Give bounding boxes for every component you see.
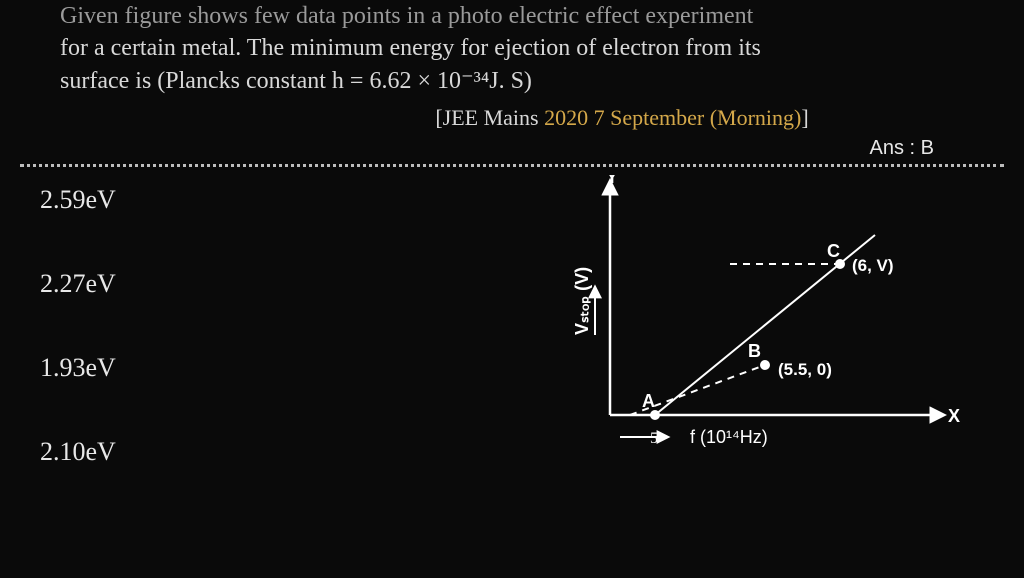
question-line-3: surface is (Plancks constant h = 6.62 × … <box>60 68 532 94</box>
point-b-coord: (5.5, 0) <box>778 360 832 379</box>
x-axis-label: X <box>948 406 960 426</box>
question-block: Given figure shows few data points in a … <box>0 0 1024 160</box>
source-highlight: 2020 7 September (Morning) <box>544 105 801 130</box>
photoelectric-graph: Y X Vₛₜₒₚ (V) 5 f (10¹⁴Hz) A B (5.5, 0) <box>530 175 990 485</box>
frequency-axis-label: f (10¹⁴Hz) <box>690 427 768 447</box>
vstop-label: Vₛₜₒₚ (V) <box>572 267 592 335</box>
graph-column: Y X Vₛₜₒₚ (V) 5 f (10¹⁴Hz) A B (5.5, 0) <box>420 185 1024 521</box>
tick-5-label: 5 <box>650 430 658 447</box>
question-line-2: for a certain metal. The minimum energy … <box>60 35 761 61</box>
y-axis-label: Y <box>606 175 618 187</box>
point-c-label: C <box>827 241 840 261</box>
option-d[interactable]: 2.10eV <box>40 437 420 467</box>
bracket-close: ] <box>801 105 808 130</box>
source-prefix: JEE Mains <box>443 105 544 130</box>
question-line-1: Given figure shows few data points in a … <box>60 3 753 29</box>
bracket-open: [ <box>435 105 442 130</box>
point-a-label: A <box>642 391 655 411</box>
point-b-label: B <box>748 341 761 361</box>
option-a[interactable]: 2.59eV <box>40 185 420 215</box>
point-c-coord: (6, V) <box>852 256 894 275</box>
point-a-marker <box>650 410 660 420</box>
question-text: Given figure shows few data points in a … <box>60 0 984 97</box>
source-line: [JEE Mains 2020 7 September (Morning)] <box>60 105 984 131</box>
option-b[interactable]: 2.27eV <box>40 269 420 299</box>
dotted-divider <box>20 164 1004 167</box>
content-row: 2.59eV 2.27eV 1.93eV 2.10eV Y X Vₛₜₒₚ (V… <box>0 185 1024 521</box>
point-b-marker <box>760 360 770 370</box>
answer-line: Ans : B <box>60 137 984 160</box>
options-column: 2.59eV 2.27eV 1.93eV 2.10eV <box>0 185 420 521</box>
option-c[interactable]: 1.93eV <box>40 353 420 383</box>
